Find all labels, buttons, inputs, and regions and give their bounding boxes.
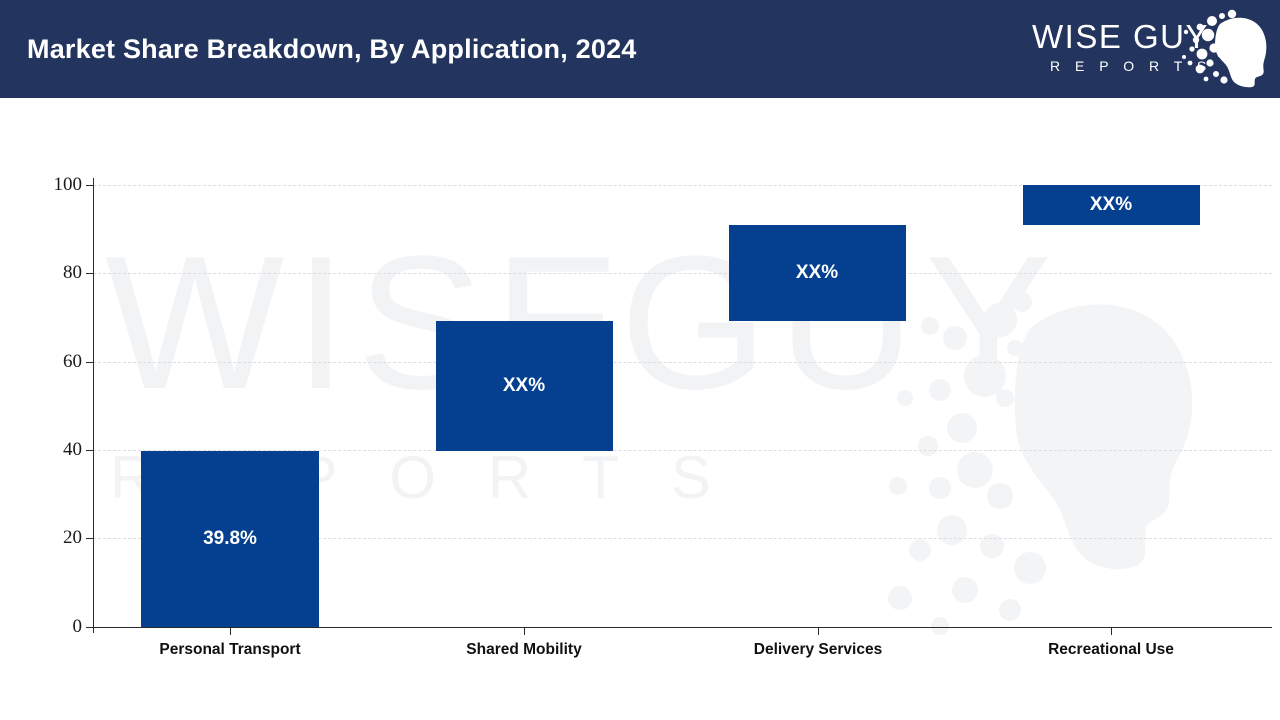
x-tick-label-personal-transport: Personal Transport xyxy=(159,641,301,658)
x-tick-label-recreational-use: Recreational Use xyxy=(1048,641,1174,658)
x-axis-line xyxy=(93,627,1272,628)
bar-label-shared-mobility: XX% xyxy=(502,375,546,396)
svg-text:R E P O R T S: R E P O R T S xyxy=(1050,58,1212,74)
header-bar: Market Share Breakdown, By Application, … xyxy=(0,0,1280,98)
x-tick-label-shared-mobility: Shared Mobility xyxy=(466,641,582,658)
y-tick-label-0: 0 xyxy=(72,616,83,637)
y-tick-mark-40 xyxy=(86,450,93,451)
plot-area: 39.8% XX% XX% XX% xyxy=(93,185,1272,628)
y-tick-mark-100 xyxy=(86,185,93,186)
y-tick-mark-20 xyxy=(86,538,93,539)
y-tick-label-40: 40 xyxy=(63,439,82,460)
bar-recreational-use[interactable] xyxy=(1023,185,1200,225)
bar-label-personal-transport: 39.8% xyxy=(203,528,257,549)
page-title: Market Share Breakdown, By Application, … xyxy=(27,34,637,64)
gridline-20 xyxy=(93,538,1272,539)
y-tick-mark-0 xyxy=(86,627,93,628)
bar-shared-mobility[interactable] xyxy=(436,321,613,451)
y-tick-mark-80 xyxy=(86,273,93,274)
gridline-40 xyxy=(93,450,1272,451)
bar-delivery-services[interactable] xyxy=(729,225,906,321)
gridline-80 xyxy=(93,273,1272,274)
svg-text:WISE GUY: WISE GUY xyxy=(1032,18,1209,55)
bar-label-delivery-services: XX% xyxy=(795,262,839,283)
chart-canvas: WISE GUY REPORTS xyxy=(0,98,1280,720)
y-tick-label-80: 80 xyxy=(63,262,82,283)
y-tick-label-20: 20 xyxy=(63,527,82,548)
x-tick-label-delivery-services: Delivery Services xyxy=(753,641,883,658)
wise-guy-reports-logo: WISE GUY R E P O R T S xyxy=(1024,8,1274,90)
bar-personal-transport[interactable] xyxy=(141,451,319,627)
x-tick-mark-shared-mobility xyxy=(524,627,525,635)
gridline-60 xyxy=(93,362,1272,363)
x-tick-mark-delivery-services xyxy=(818,627,819,635)
y-tick-label-60: 60 xyxy=(63,351,82,372)
x-tick-mark-recreational-use xyxy=(1111,627,1112,635)
bar-label-recreational-use: XX% xyxy=(1089,194,1133,215)
y-axis-line xyxy=(93,178,94,633)
y-tick-label-100: 100 xyxy=(53,174,83,195)
x-tick-mark-personal-transport xyxy=(230,627,231,635)
y-tick-mark-60 xyxy=(86,362,93,363)
gridline-100 xyxy=(93,185,1272,186)
